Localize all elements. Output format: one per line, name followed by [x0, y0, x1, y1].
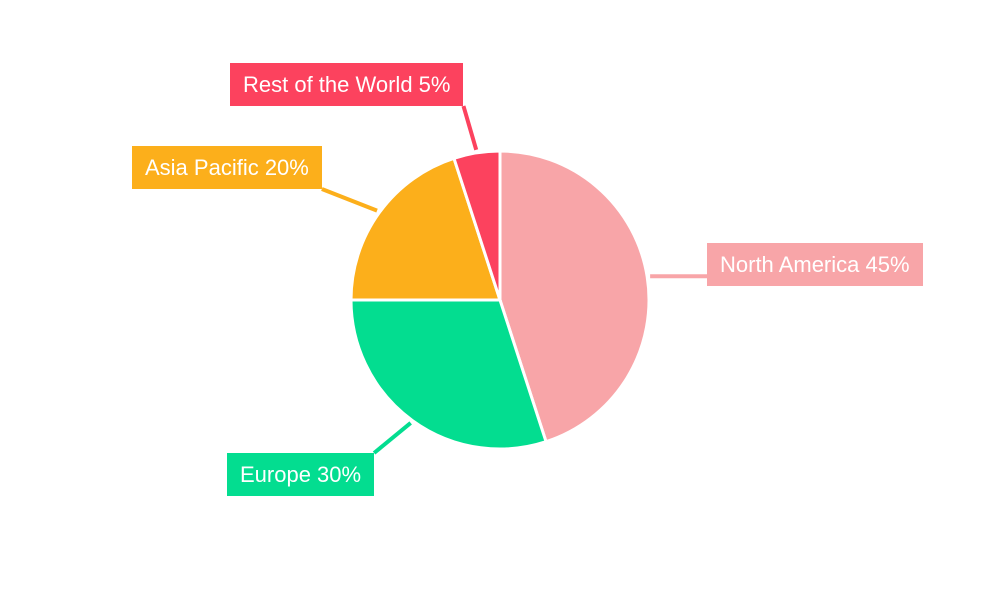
pie-slice-rest-of-the-world: [452, 149, 502, 301]
label-north-america: North America 45%: [707, 243, 923, 286]
label-europe: Europe 30%: [227, 453, 375, 496]
leader-line-rest-of-the-world: [461, 105, 479, 151]
pie-slice-asia-pacific: [349, 156, 503, 302]
pie-slices: [349, 149, 651, 451]
leader-lines: [321, 105, 707, 455]
leader-line-asia-pacific: [321, 187, 378, 213]
label-rest-of-the-world: Rest of the World 5%: [230, 63, 464, 106]
pie-slice-europe: [349, 298, 548, 451]
leader-line-europe: [372, 421, 412, 455]
label-asia-pacific: Asia Pacific 20%: [132, 146, 322, 189]
pie-slice-north-america: [498, 149, 651, 444]
